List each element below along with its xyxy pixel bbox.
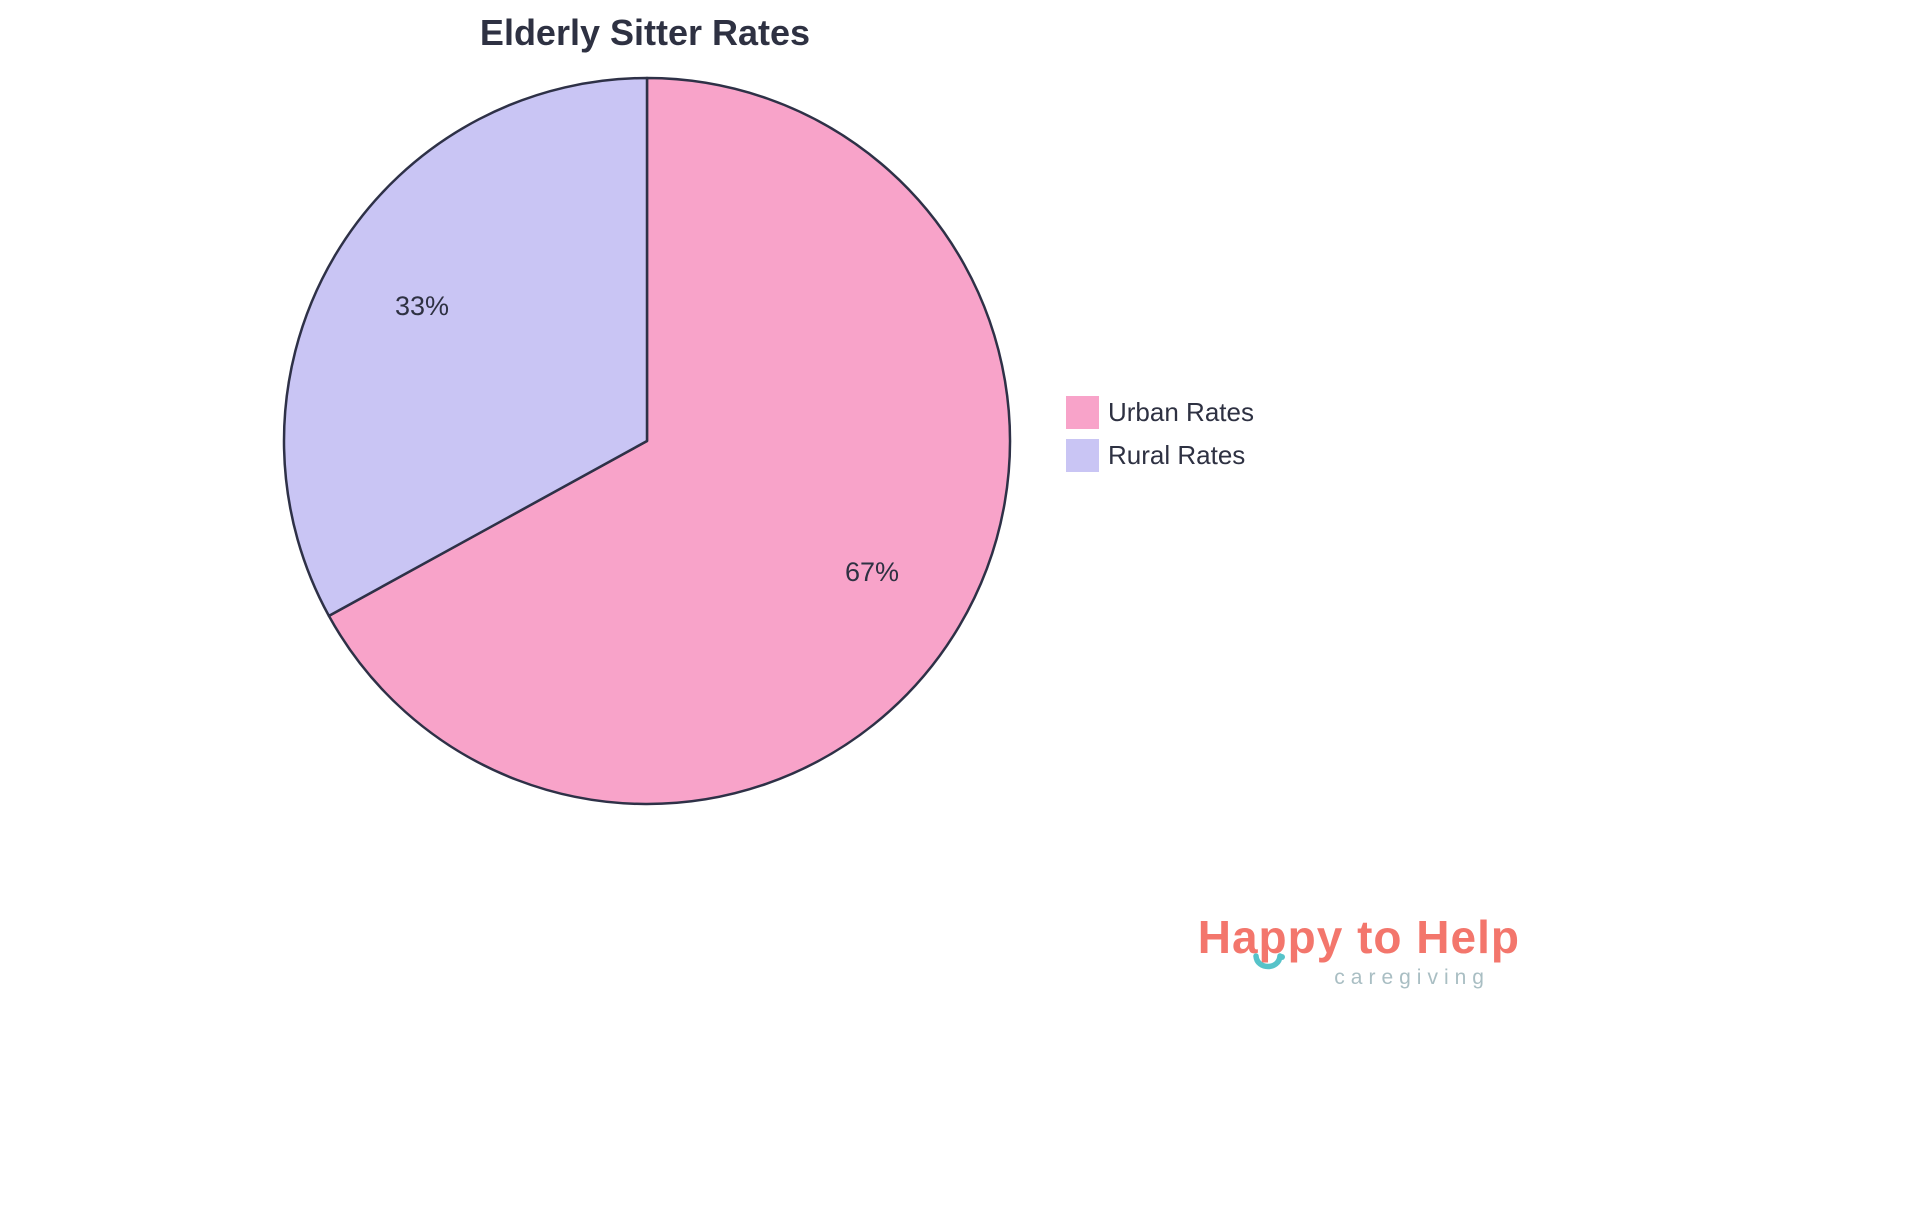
smile-icon bbox=[1253, 953, 1285, 970]
pie-slice-rural-rates[interactable] bbox=[282, 76, 649, 618]
pie-label-urban-rates: 67% bbox=[845, 557, 899, 587]
chart-legend: Urban Rates Rural Rates bbox=[1066, 396, 1254, 472]
brand-name: Happy to Help bbox=[1197, 911, 1520, 963]
brand-logo: Happy to Help caregiving bbox=[1198, 910, 1520, 990]
legend-item-rural-rates[interactable]: Rural Rates bbox=[1066, 439, 1254, 472]
pie-chart-svg: 67% 33% bbox=[282, 76, 1012, 806]
legend-swatch-urban-rates bbox=[1066, 396, 1099, 429]
brand-tagline: caregiving bbox=[1334, 966, 1490, 989]
pie-slice-urban-rates[interactable] bbox=[327, 76, 1012, 806]
chart-title: Elderly Sitter Rates bbox=[479, 12, 811, 53]
legend-label-urban-rates: Urban Rates bbox=[1108, 397, 1254, 427]
pie-label-rural-rates: 33% bbox=[395, 291, 449, 321]
legend-swatch-rural-rates bbox=[1066, 439, 1099, 472]
legend-item-urban-rates[interactable]: Urban Rates bbox=[1066, 396, 1254, 429]
legend-label-rural-rates: Rural Rates bbox=[1108, 440, 1246, 470]
pie-chart: 67% 33% bbox=[274, 68, 1020, 814]
